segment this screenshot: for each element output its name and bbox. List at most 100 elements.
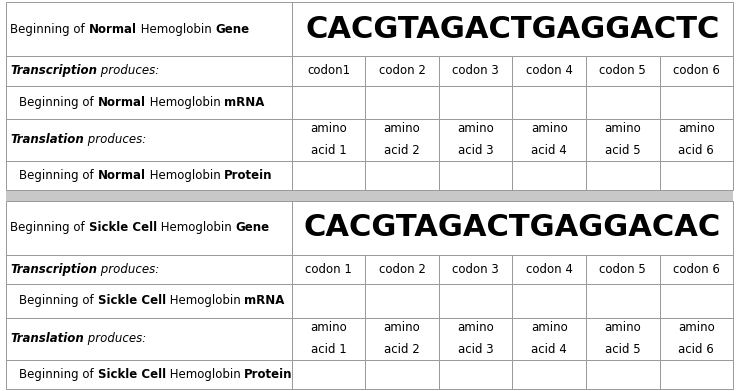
Text: Translation: Translation bbox=[10, 332, 84, 345]
Text: Hemoglobin: Hemoglobin bbox=[166, 368, 244, 381]
Bar bbox=[6, 360, 292, 389]
Text: Transcription: Transcription bbox=[10, 65, 98, 77]
Bar bbox=[439, 360, 512, 389]
Bar bbox=[439, 317, 512, 360]
Bar bbox=[365, 86, 439, 119]
Bar bbox=[512, 284, 586, 317]
Bar bbox=[292, 56, 365, 86]
Bar bbox=[365, 255, 439, 284]
Text: codon 1: codon 1 bbox=[305, 263, 352, 276]
Bar bbox=[439, 284, 512, 317]
Text: acid 3: acid 3 bbox=[457, 343, 494, 356]
Text: acid 2: acid 2 bbox=[384, 144, 420, 157]
Bar bbox=[512, 360, 586, 389]
Bar bbox=[365, 317, 439, 360]
Bar bbox=[439, 56, 512, 86]
Bar bbox=[292, 119, 365, 161]
Text: Transcription: Transcription bbox=[10, 263, 98, 276]
Text: codon 2: codon 2 bbox=[378, 65, 426, 77]
Text: CACGTAGACTGAGGACAC: CACGTAGACTGAGGACAC bbox=[304, 213, 721, 242]
Bar bbox=[659, 86, 733, 119]
Bar bbox=[365, 284, 439, 317]
Bar bbox=[365, 119, 439, 161]
Bar bbox=[365, 360, 439, 389]
Bar bbox=[6, 56, 292, 86]
Bar bbox=[586, 255, 659, 284]
Text: acid 5: acid 5 bbox=[605, 343, 641, 356]
Bar bbox=[586, 161, 659, 190]
Text: codon 3: codon 3 bbox=[452, 65, 499, 77]
Text: amino: amino bbox=[531, 122, 568, 135]
Text: Sickle Cell: Sickle Cell bbox=[98, 368, 166, 381]
Text: produces:: produces: bbox=[84, 133, 146, 146]
Text: Sickle Cell: Sickle Cell bbox=[98, 294, 166, 307]
Text: Gene: Gene bbox=[235, 221, 270, 234]
Bar bbox=[659, 317, 733, 360]
Text: Gene: Gene bbox=[215, 23, 249, 36]
Text: amino: amino bbox=[310, 321, 347, 334]
Bar bbox=[6, 201, 292, 255]
Bar bbox=[439, 119, 512, 161]
Text: mRNA: mRNA bbox=[244, 294, 285, 307]
Text: Normal: Normal bbox=[98, 96, 146, 109]
Text: Hemoglobin: Hemoglobin bbox=[166, 294, 244, 307]
Bar bbox=[292, 2, 733, 56]
Text: amino: amino bbox=[457, 321, 494, 334]
Text: codon 4: codon 4 bbox=[525, 263, 573, 276]
Text: acid 6: acid 6 bbox=[678, 144, 714, 157]
Text: acid 1: acid 1 bbox=[310, 343, 347, 356]
Text: codon 5: codon 5 bbox=[599, 263, 646, 276]
Text: amino: amino bbox=[384, 321, 420, 334]
Bar bbox=[659, 56, 733, 86]
Text: codon 6: codon 6 bbox=[673, 263, 720, 276]
Text: acid 6: acid 6 bbox=[678, 343, 714, 356]
Text: codon 6: codon 6 bbox=[673, 65, 720, 77]
Text: Hemoglobin: Hemoglobin bbox=[137, 23, 215, 36]
Text: Protein: Protein bbox=[224, 169, 273, 182]
Text: Beginning of: Beginning of bbox=[19, 169, 98, 182]
Text: produces:: produces: bbox=[84, 332, 146, 345]
Text: codon 3: codon 3 bbox=[452, 263, 499, 276]
Text: produces:: produces: bbox=[98, 65, 160, 77]
Bar bbox=[292, 284, 365, 317]
Text: Sickle Cell: Sickle Cell bbox=[89, 221, 157, 234]
Bar bbox=[365, 161, 439, 190]
Bar bbox=[292, 161, 365, 190]
Bar bbox=[439, 161, 512, 190]
Bar bbox=[512, 56, 586, 86]
Bar bbox=[292, 360, 365, 389]
Text: amino: amino bbox=[457, 122, 494, 135]
Bar bbox=[659, 255, 733, 284]
Bar bbox=[6, 317, 292, 360]
Bar bbox=[586, 119, 659, 161]
Text: acid 1: acid 1 bbox=[310, 144, 347, 157]
Text: amino: amino bbox=[605, 321, 641, 334]
Bar bbox=[292, 255, 365, 284]
Bar bbox=[292, 317, 365, 360]
Bar bbox=[6, 255, 292, 284]
Bar bbox=[512, 119, 586, 161]
Text: Hemoglobin: Hemoglobin bbox=[146, 169, 224, 182]
Text: mRNA: mRNA bbox=[224, 96, 265, 109]
Text: amino: amino bbox=[384, 122, 420, 135]
Bar bbox=[512, 86, 586, 119]
Text: acid 4: acid 4 bbox=[531, 144, 567, 157]
Text: acid 5: acid 5 bbox=[605, 144, 641, 157]
Bar bbox=[512, 317, 586, 360]
Text: Protein: Protein bbox=[244, 368, 293, 381]
Text: codon1: codon1 bbox=[307, 65, 350, 77]
Text: CACGTAGACTGAGGACTC: CACGTAGACTGAGGACTC bbox=[305, 14, 720, 44]
Text: Hemoglobin: Hemoglobin bbox=[157, 221, 235, 234]
Bar bbox=[659, 119, 733, 161]
Text: Normal: Normal bbox=[98, 169, 146, 182]
Bar bbox=[6, 119, 292, 161]
Text: Normal: Normal bbox=[89, 23, 137, 36]
Bar bbox=[586, 360, 659, 389]
Text: Translation: Translation bbox=[10, 133, 84, 146]
Text: Beginning of: Beginning of bbox=[19, 294, 98, 307]
Text: Hemoglobin: Hemoglobin bbox=[146, 96, 224, 109]
Text: acid 3: acid 3 bbox=[457, 144, 494, 157]
Text: codon 4: codon 4 bbox=[525, 65, 573, 77]
Text: Beginning of: Beginning of bbox=[10, 221, 89, 234]
Bar bbox=[292, 86, 365, 119]
